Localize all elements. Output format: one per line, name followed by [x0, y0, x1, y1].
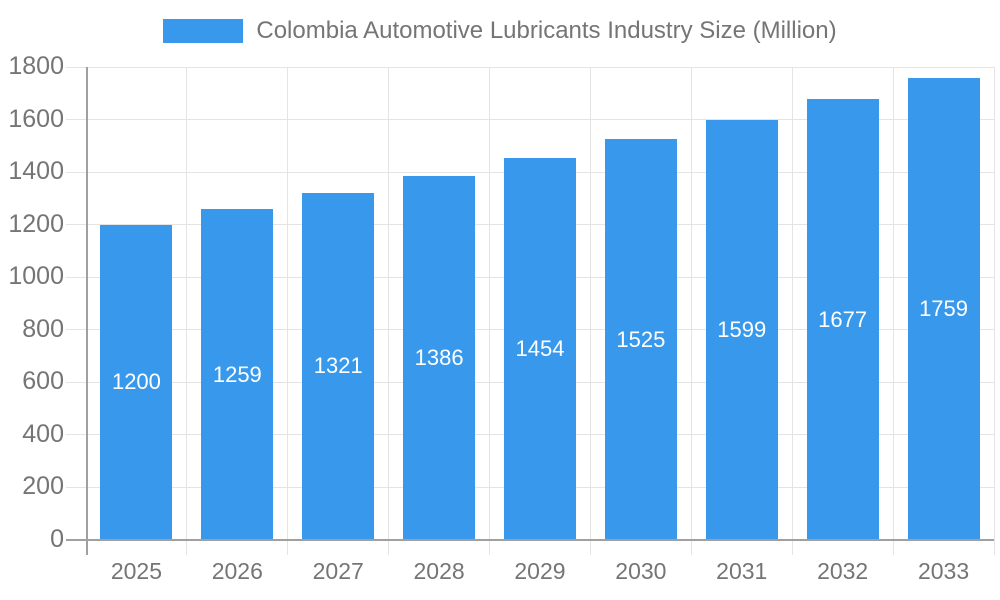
x-axis-label: 2031	[716, 558, 768, 584]
bar	[403, 175, 476, 540]
bar-value-label: 1386	[414, 344, 464, 370]
bar	[806, 99, 879, 540]
chart-legend: Colombia Automotive Lubricants Industry …	[0, 17, 1000, 45]
legend-label: Colombia Automotive Lubricants Industry …	[256, 17, 837, 44]
v-gridline	[388, 67, 390, 555]
bar	[504, 157, 576, 540]
bar-value-label: 1525	[616, 326, 666, 352]
bar-value-label: 1259	[212, 361, 262, 387]
h-gridline	[66, 66, 994, 68]
bar-value-label: 1454	[515, 335, 565, 361]
bar	[604, 139, 677, 540]
bar	[201, 209, 274, 540]
h-gridline	[66, 119, 994, 121]
y-axis-label: 800	[22, 314, 64, 343]
bar	[705, 119, 778, 540]
legend-swatch	[163, 19, 244, 43]
y-axis-label: 0	[50, 525, 64, 553]
x-axis-label: 2033	[917, 558, 970, 584]
bar-value-label: 1200	[111, 369, 161, 395]
x-axis-label: 2026	[211, 558, 263, 584]
bar	[302, 192, 375, 540]
bar-value-label: 1599	[717, 316, 767, 342]
v-gridline	[993, 67, 995, 555]
x-axis-label: 2030	[615, 558, 667, 584]
y-axis-label: 1000	[8, 262, 64, 291]
x-axis-label: 2032	[817, 558, 869, 584]
y-axis-label: 1400	[8, 157, 64, 186]
x-axis-label: 2029	[514, 558, 566, 584]
v-gridline	[287, 67, 289, 555]
x-axis-label: 2027	[312, 558, 364, 584]
v-gridline	[892, 67, 894, 555]
y-axis-label: 1200	[8, 209, 64, 238]
y-axis-label: 1600	[8, 104, 64, 133]
bar-value-label: 1321	[313, 353, 363, 379]
y-axis-label: 1800	[8, 52, 64, 80]
v-gridline	[186, 67, 188, 555]
y-axis-label: 200	[22, 472, 64, 501]
v-gridline	[791, 67, 793, 555]
bar-value-label: 1677	[818, 306, 868, 332]
y-axis-label: 600	[22, 367, 64, 396]
y-axis-line	[86, 67, 88, 555]
x-axis-line	[66, 539, 994, 541]
bar	[100, 224, 173, 540]
y-axis-label: 400	[22, 419, 64, 448]
v-gridline	[690, 67, 692, 555]
bar	[907, 77, 980, 540]
v-gridline	[589, 67, 591, 555]
bar-value-label: 1759	[919, 295, 969, 321]
v-gridline	[489, 67, 491, 555]
x-axis-label: 2025	[110, 558, 163, 584]
x-axis-label: 2028	[413, 558, 465, 584]
